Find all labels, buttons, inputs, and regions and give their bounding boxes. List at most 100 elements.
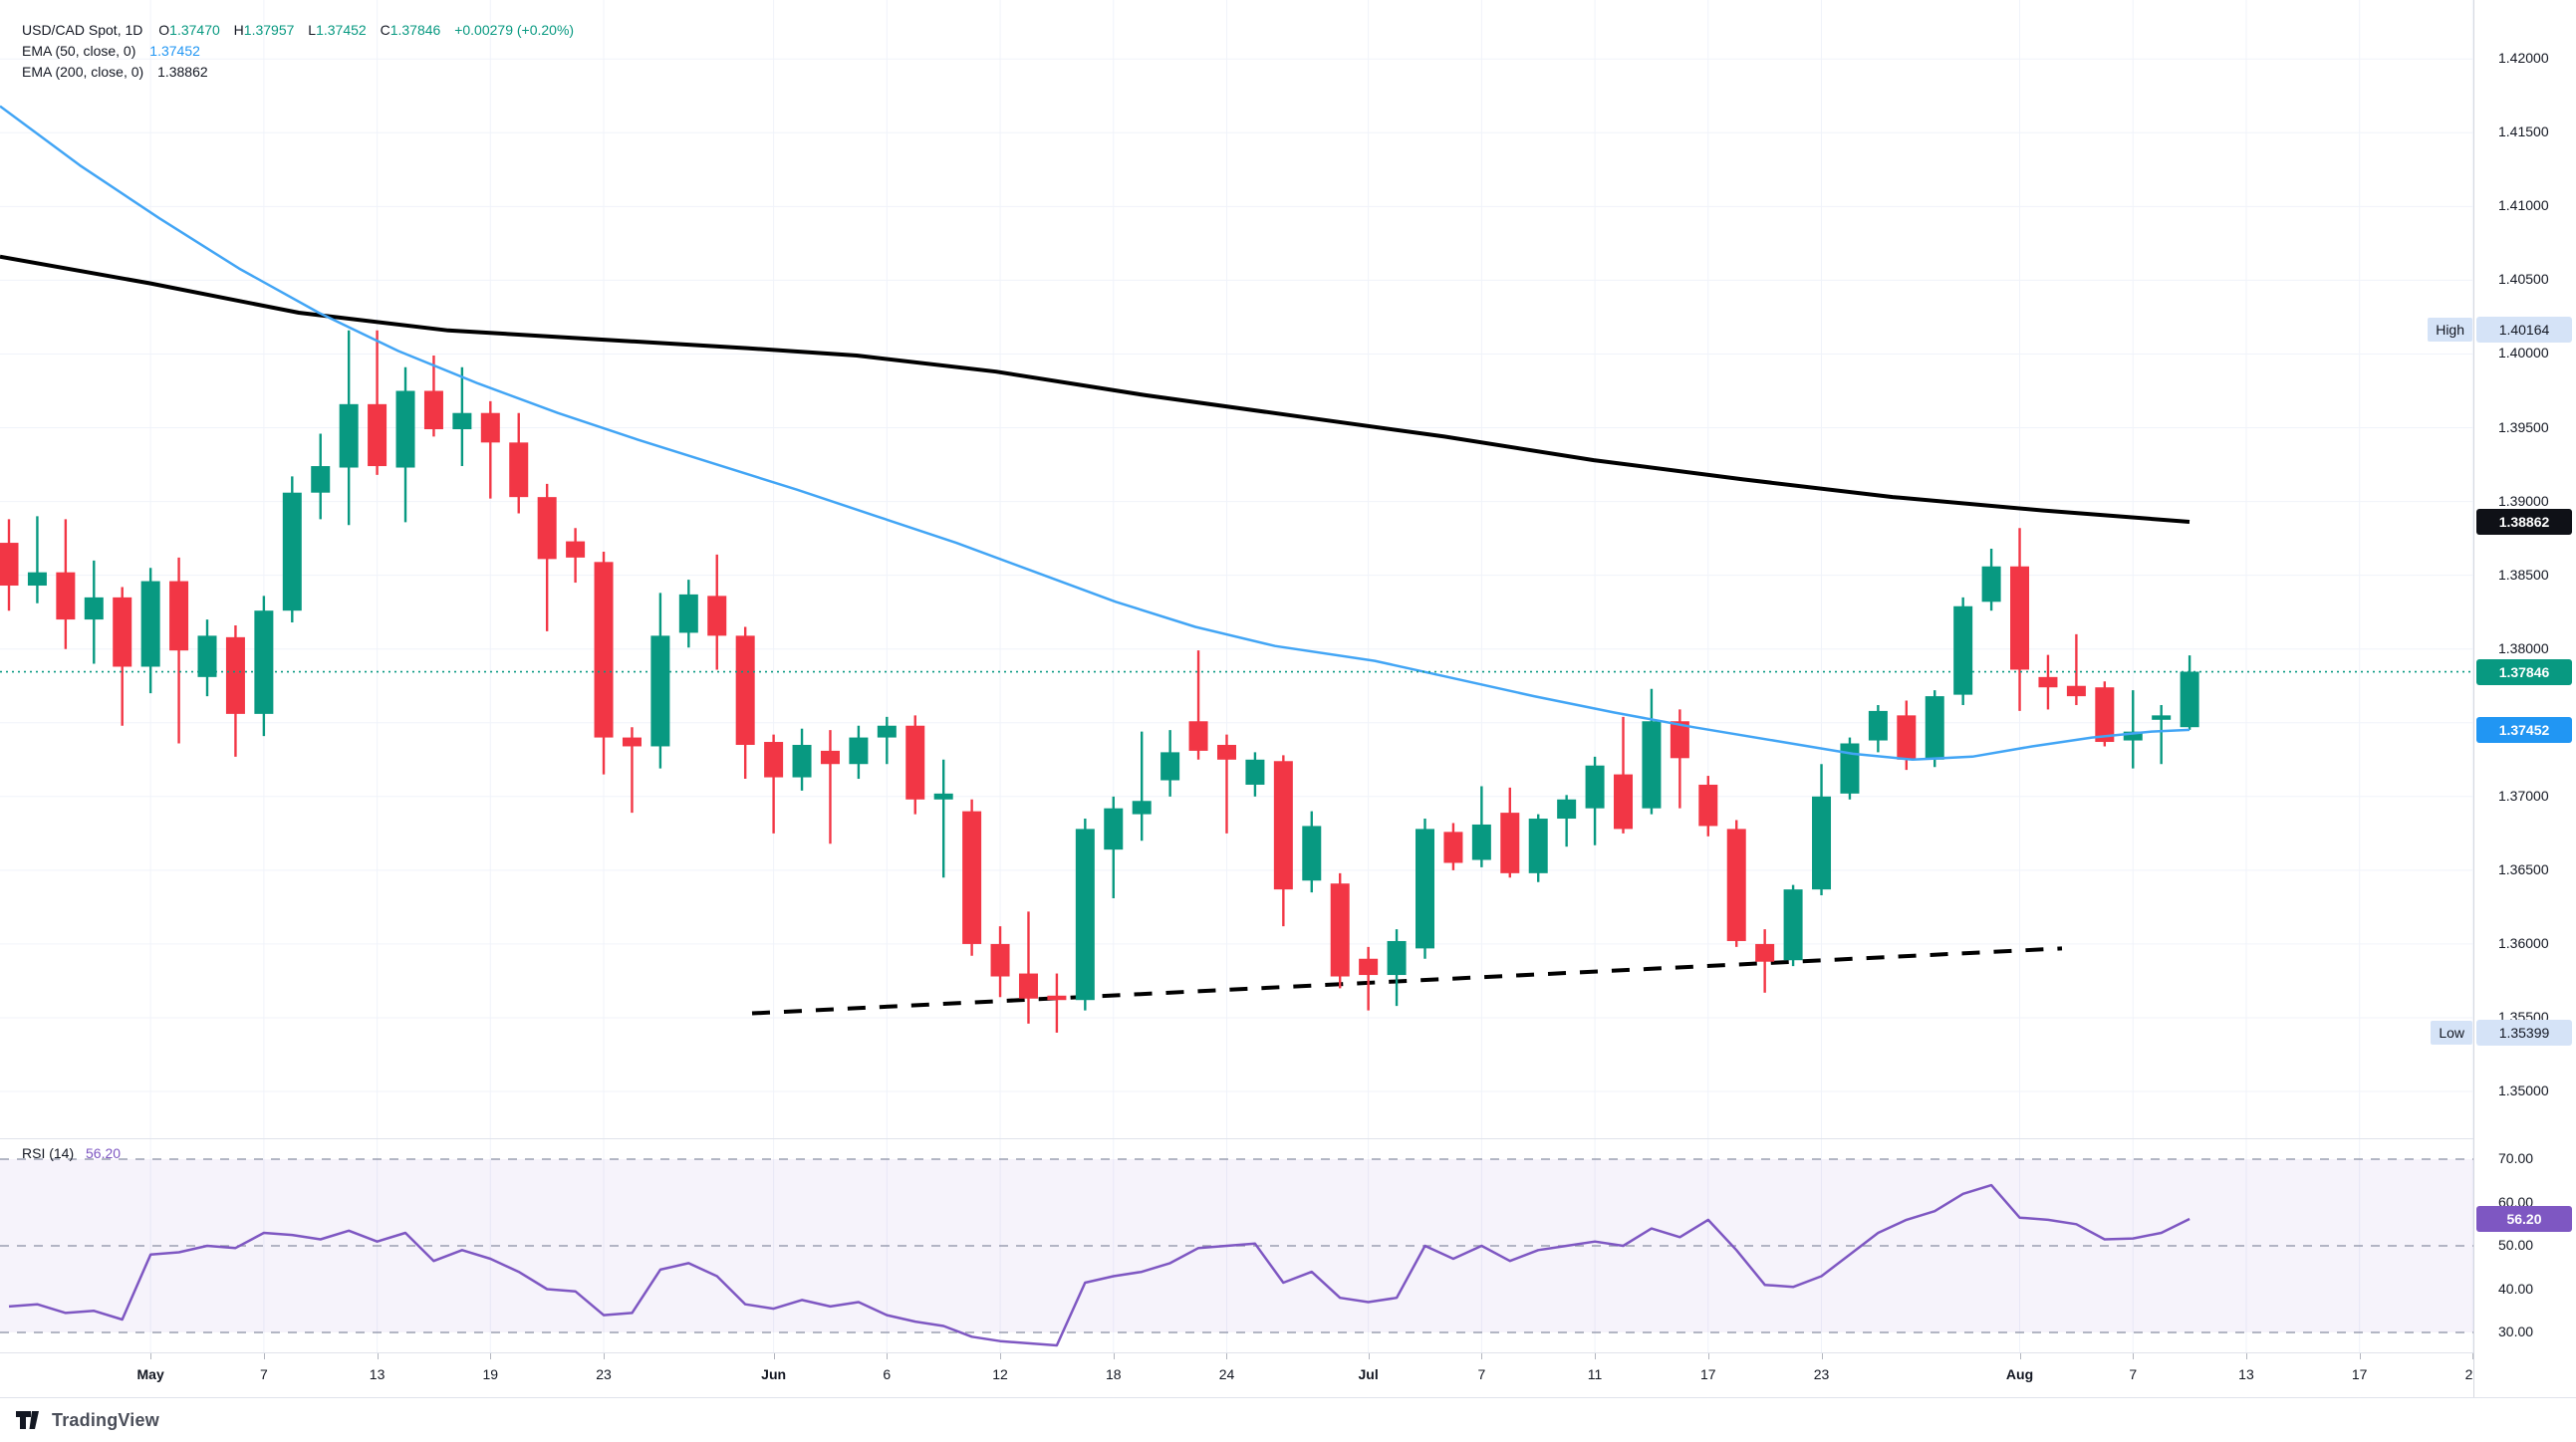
candle	[1245, 752, 1265, 797]
time-tick-mark	[1821, 1352, 1823, 1359]
candle	[1840, 737, 1860, 800]
time-tick-mark	[490, 1352, 492, 1359]
candle-body	[452, 412, 472, 430]
candle	[1528, 814, 1548, 882]
candle-body	[27, 572, 47, 587]
candle-body	[1273, 761, 1293, 890]
rsi-tick-label: 50.00	[2498, 1237, 2534, 1253]
price-badge: 1.37846	[2476, 658, 2572, 685]
candle	[113, 587, 132, 726]
candle-body	[140, 581, 160, 667]
candle	[339, 330, 359, 526]
ema50-legend-row[interactable]: EMA (50, close, 0) 1.37452	[22, 41, 574, 62]
price-tick-label: 1.41000	[2498, 197, 2549, 214]
time-tick-label: 13	[2238, 1366, 2254, 1382]
candle-body	[395, 390, 415, 468]
time-tick-label: Jun	[761, 1366, 787, 1382]
candle-body	[1132, 801, 1152, 815]
candle-body	[1726, 829, 1746, 941]
candle	[1500, 787, 1520, 878]
pane-separator[interactable]	[0, 1138, 2576, 1139]
time-tick-mark	[1226, 1352, 1228, 1359]
candle-body	[1953, 605, 1973, 695]
time-tick-label: 12	[992, 1366, 1008, 1382]
tradingview-logo[interactable]: TradingView	[16, 1410, 159, 1431]
low-marker-label: Low	[2431, 1020, 2472, 1045]
support-trendline[interactable]	[751, 946, 2063, 1016]
candle	[820, 730, 840, 844]
candle-body	[820, 750, 840, 765]
time-tick-mark	[2472, 1352, 2474, 1359]
time-tick-mark	[1707, 1352, 1709, 1359]
candle	[1642, 688, 1662, 815]
candle-body	[594, 562, 614, 738]
time-tick-label: 6	[883, 1366, 892, 1382]
price-badge: 1.40164	[2476, 317, 2572, 344]
time-tick-label: 23	[596, 1366, 612, 1382]
price-badge: 1.37452	[2476, 716, 2572, 743]
time-axis[interactable]: May7131923Jun6121824Jul7111723Aug7131721	[0, 1352, 2576, 1397]
candle	[877, 716, 897, 765]
candle-body	[1302, 826, 1322, 881]
candle	[594, 551, 614, 775]
candle-body	[2095, 687, 2115, 743]
candle	[849, 725, 869, 780]
close-value: C1.37846	[380, 22, 441, 38]
candle-body	[423, 390, 443, 430]
candle-body	[1188, 721, 1208, 751]
candle-body	[1500, 813, 1520, 873]
high-marker-label: High	[2428, 318, 2472, 343]
candle-body	[622, 737, 642, 747]
candle-body	[1528, 819, 1548, 873]
time-tick-label: 7	[2129, 1366, 2138, 1382]
candle	[2123, 690, 2143, 769]
time-tick-label: 7	[259, 1366, 268, 1382]
candle	[650, 593, 670, 769]
symbol-legend-row[interactable]: USD/CAD Spot, 1D O1.37470 H1.37957 L1.37…	[22, 20, 574, 41]
time-tick-mark	[2133, 1352, 2135, 1359]
candle-body	[962, 811, 982, 944]
candle-body	[1359, 958, 1379, 976]
candle	[2066, 633, 2086, 705]
time-tick-mark	[604, 1352, 606, 1359]
candle	[1614, 716, 1634, 834]
rsi-tick-label: 70.00	[2498, 1150, 2534, 1166]
time-tick-mark	[887, 1352, 889, 1359]
candle-body	[1216, 744, 1236, 760]
price-tick-label: 1.41500	[2498, 123, 2549, 140]
change-value: +0.00279 (+0.20%)	[454, 22, 575, 38]
candle	[990, 926, 1010, 998]
time-tick-label: Aug	[2005, 1366, 2034, 1382]
footer: TradingView	[0, 1398, 2576, 1442]
ema200-legend-row[interactable]: EMA (200, close, 0) 1.38862	[22, 62, 574, 83]
time-tick-mark	[1000, 1352, 1002, 1359]
candle-body	[1670, 721, 1689, 759]
candle	[1302, 811, 1322, 893]
time-tick-mark	[1481, 1352, 1483, 1359]
candle-body	[1840, 743, 1860, 794]
candle-body	[509, 442, 529, 498]
time-tick-mark	[2019, 1352, 2021, 1359]
candle-body	[764, 742, 784, 778]
rsi-line	[8, 1183, 2190, 1347]
time-tick-label: 7	[1477, 1366, 1486, 1382]
time-tick-label: 18	[1105, 1366, 1122, 1382]
price-tick-label: 1.35000	[2498, 1082, 2549, 1099]
price-axis[interactable]: 1.42000 1.41500 1.41000 1.40500 1.40000 1.395…	[2473, 0, 2576, 1397]
candle	[792, 728, 812, 791]
candle-body	[2152, 715, 2172, 720]
rsi-legend-row[interactable]: RSI (14) 56.20	[22, 1145, 121, 1161]
candles-layer	[0, 330, 2199, 1033]
candle	[1443, 823, 1463, 870]
candle	[423, 355, 443, 437]
candle-body	[1387, 940, 1407, 976]
candle-body	[678, 594, 698, 633]
ema50-value: 1.37452	[149, 43, 200, 59]
candle-body	[849, 737, 869, 765]
candle-body	[368, 403, 387, 467]
open-value: O1.37470	[158, 22, 220, 38]
candle	[1585, 756, 1605, 845]
rsi-value: 56.20	[86, 1145, 122, 1161]
candle-body	[1160, 752, 1180, 781]
